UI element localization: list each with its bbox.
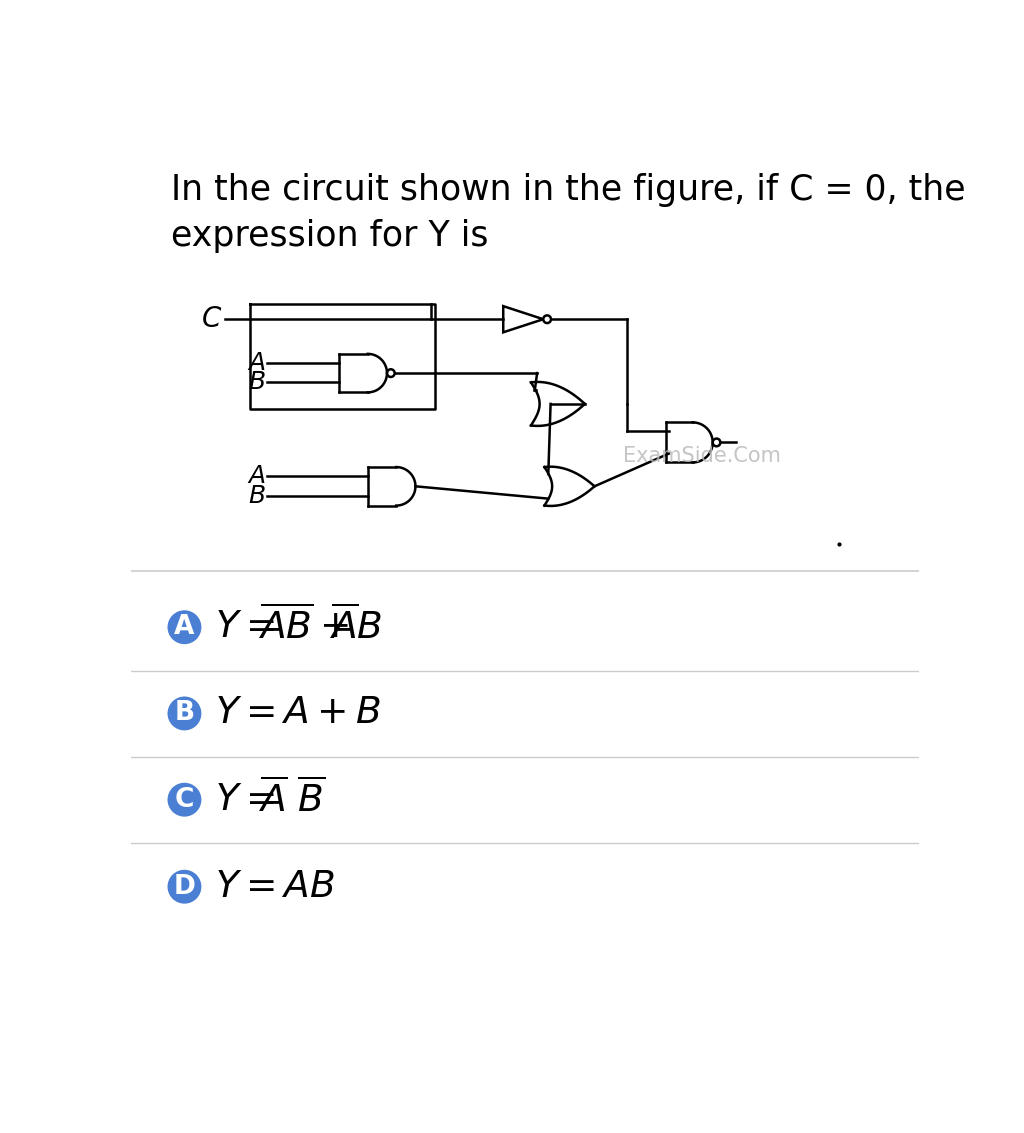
Text: D: D <box>173 874 196 900</box>
Text: $\it{Y=\ }$: $\it{Y=\ }$ <box>215 610 275 645</box>
Circle shape <box>168 697 202 731</box>
Text: $\it{\overline{A}B}$: $\it{\overline{A}B}$ <box>330 607 382 647</box>
Text: $\it{\overline{AB}}$: $\it{\overline{AB}}$ <box>258 607 313 647</box>
Text: expression for Y is: expression for Y is <box>171 219 488 253</box>
Text: B: B <box>174 700 195 726</box>
Circle shape <box>168 611 202 645</box>
Text: ExamSide.Com: ExamSide.Com <box>624 445 781 466</box>
Text: In the circuit shown in the figure, if C = 0, the: In the circuit shown in the figure, if C… <box>171 173 966 207</box>
Text: $\it{Y=\ }$: $\it{Y=\ }$ <box>215 782 275 818</box>
Text: $\it{Y=A+B}$: $\it{Y=A+B}$ <box>215 696 381 732</box>
Text: $\it{\ +\ }$: $\it{\ +\ }$ <box>300 610 349 645</box>
Text: B: B <box>248 370 265 394</box>
Text: C: C <box>202 305 221 333</box>
Text: B: B <box>248 484 265 508</box>
Circle shape <box>168 783 202 817</box>
Text: $\it{\overline{A}\ \overline{B}}$: $\it{\overline{A}\ \overline{B}}$ <box>258 780 326 820</box>
Circle shape <box>168 870 202 904</box>
Text: C: C <box>175 786 195 812</box>
Text: $\it{Y=AB}$: $\it{Y=AB}$ <box>215 869 335 905</box>
Text: A: A <box>248 351 265 375</box>
Text: A: A <box>248 465 265 488</box>
Text: A: A <box>174 614 195 640</box>
